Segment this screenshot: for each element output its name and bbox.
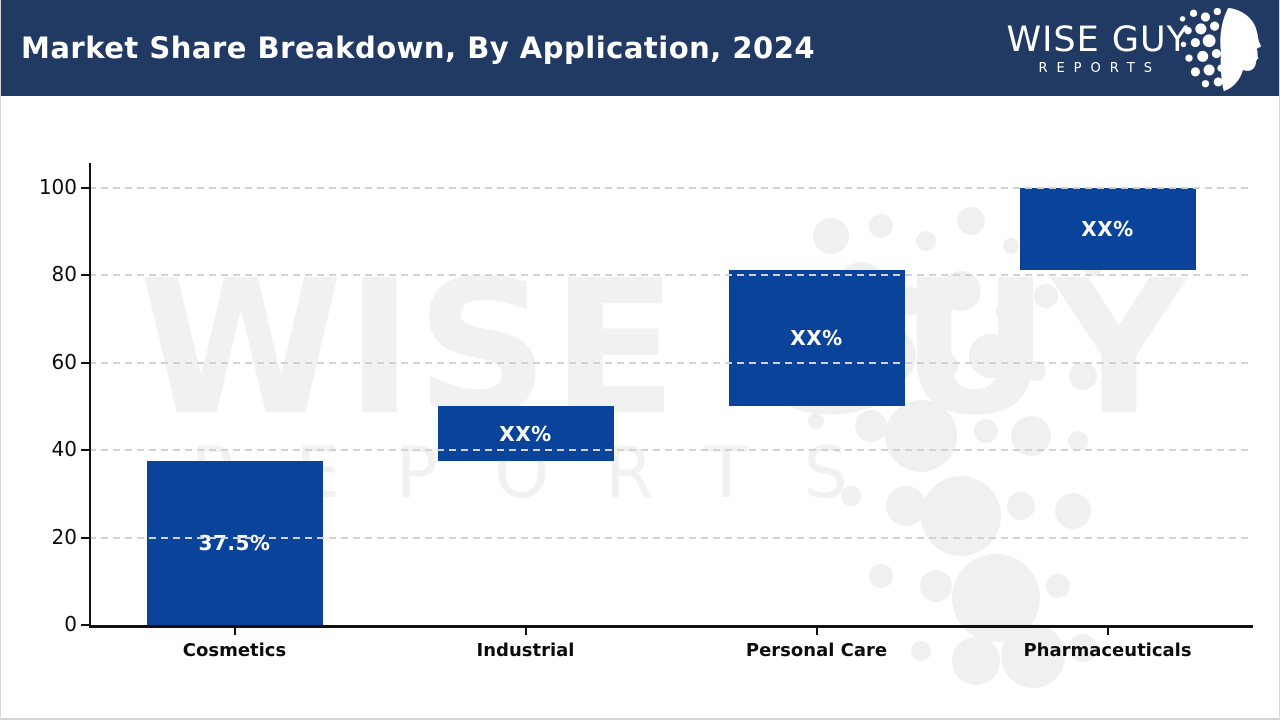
bar-value-label: XX%: [790, 325, 843, 350]
bar-value-label: XX%: [1081, 216, 1134, 241]
y-tick-label: 60: [51, 349, 77, 374]
y-tick: [81, 449, 89, 451]
gridline-40: [89, 449, 1253, 451]
brand-subtitle: REPORTS: [1038, 60, 1162, 76]
bar-pharmaceuticals: XX%: [1019, 187, 1196, 270]
gridline-80: [89, 274, 1253, 276]
y-tick: [81, 361, 89, 364]
y-tick-label: 100: [38, 174, 77, 199]
y-tick-label: 40: [51, 437, 77, 461]
header: Market Share Breakdown, By Application, …: [1, 0, 1279, 96]
x-axis-label: Industrial: [476, 640, 575, 661]
gridline-100: [89, 186, 1253, 189]
x-tick: [815, 627, 818, 635]
x-tick: [524, 627, 527, 635]
bar-industrial: XX%: [437, 406, 614, 461]
x-axis-label: Personal Care: [745, 640, 888, 661]
x-axis-spine: [89, 625, 1253, 628]
brand-logo: WISE GUY REPORTS: [1006, 6, 1267, 92]
brand-head-icon: [1179, 7, 1262, 92]
bar-personal-care: XX%: [728, 269, 905, 407]
gridline-20: [89, 536, 1253, 539]
bar-value-label: XX%: [499, 421, 552, 446]
x-axis-label: Cosmetics: [182, 640, 287, 661]
y-tick: [81, 536, 89, 539]
x-tick: [233, 627, 236, 635]
y-tick: [81, 186, 89, 189]
y-tick-label: 20: [51, 524, 77, 549]
page-title: Market Share Breakdown, By Application, …: [21, 31, 816, 65]
x-tick: [1106, 627, 1109, 635]
x-axis-label: Pharmaceuticals: [1023, 640, 1192, 661]
y-tick-label: 80: [51, 262, 77, 286]
y-tick: [81, 624, 89, 626]
y-axis-spine: [89, 163, 91, 628]
chart-area: WISE GUY REPORTS 37.5% Cosmetics XX% Indust…: [1, 96, 1279, 718]
brand-name: WISE GUY: [1006, 19, 1189, 60]
gridline-60: [89, 361, 1253, 364]
y-tick: [81, 274, 89, 276]
y-tick-label: 0: [64, 612, 77, 636]
bar-value-label: 37.5%: [198, 530, 271, 555]
bar-cosmetics: 37.5%: [146, 460, 323, 625]
